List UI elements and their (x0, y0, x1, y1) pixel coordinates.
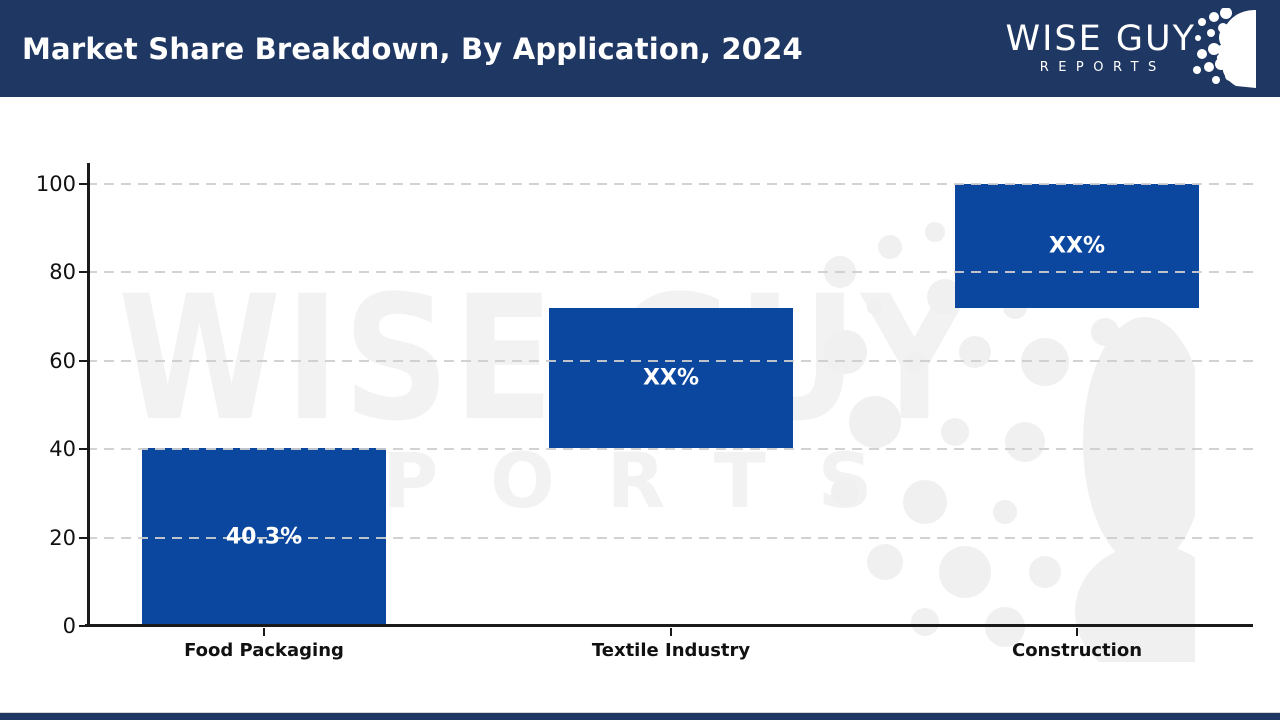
y-tick-mark (79, 536, 87, 539)
x-tick-mark (263, 628, 265, 636)
x-category-label: Textile Industry (591, 640, 751, 661)
y-tick-label: 0 (62, 614, 76, 638)
y-tick-label: 20 (49, 525, 76, 550)
bar-construction (955, 184, 1199, 308)
bar-textile-industry (549, 307, 793, 448)
y-tick-label: 40 (49, 437, 76, 462)
y-tick-label: 60 (49, 348, 76, 373)
gridline-100 (87, 183, 1253, 185)
logo-primary-text: WISE GUY (1005, 19, 1196, 59)
x-category-label: Construction (1011, 640, 1143, 661)
page-title: Market Share Breakdown, By Application, … (22, 31, 803, 66)
y-tick-mark (79, 625, 87, 627)
y-tick-mark (79, 183, 87, 185)
y-axis (87, 163, 90, 627)
logo-face-icon (1193, 7, 1256, 88)
gridline-60 (87, 359, 1253, 362)
header-banner: Market Share Breakdown, By Application, … (0, 0, 1280, 97)
bar-value-label: XX% (1049, 233, 1105, 259)
x-tick-mark (670, 628, 672, 636)
plot-area: 0 20 40 60 80 100 40.3% Food Packaging XX% Textil… (0, 97, 1280, 713)
bar-value-label: 40.3% (225, 524, 303, 550)
y-tick-mark (79, 448, 87, 451)
footer-hairline (0, 712, 1280, 713)
logo-text: WISE GUY REPORTS (1005, 19, 1196, 76)
logo-secondary-text: REPORTS (1039, 60, 1166, 75)
gridline-20 (87, 536, 1253, 539)
x-category-label: Food Packaging (184, 640, 344, 661)
y-tick-label: 100 (35, 172, 76, 196)
bar-value-label: XX% (643, 365, 699, 391)
x-tick-mark (1076, 628, 1078, 636)
gridline-80 (87, 271, 1253, 274)
y-tick-label: 80 (49, 260, 76, 285)
x-axis (85, 624, 1253, 627)
gridline-40 (87, 448, 1253, 451)
wise-guy-reports-logo: WISE GUY REPORTS (1005, 7, 1258, 90)
y-tick-mark (79, 271, 87, 274)
footer-strip (0, 713, 1280, 720)
y-tick-mark (79, 359, 87, 362)
